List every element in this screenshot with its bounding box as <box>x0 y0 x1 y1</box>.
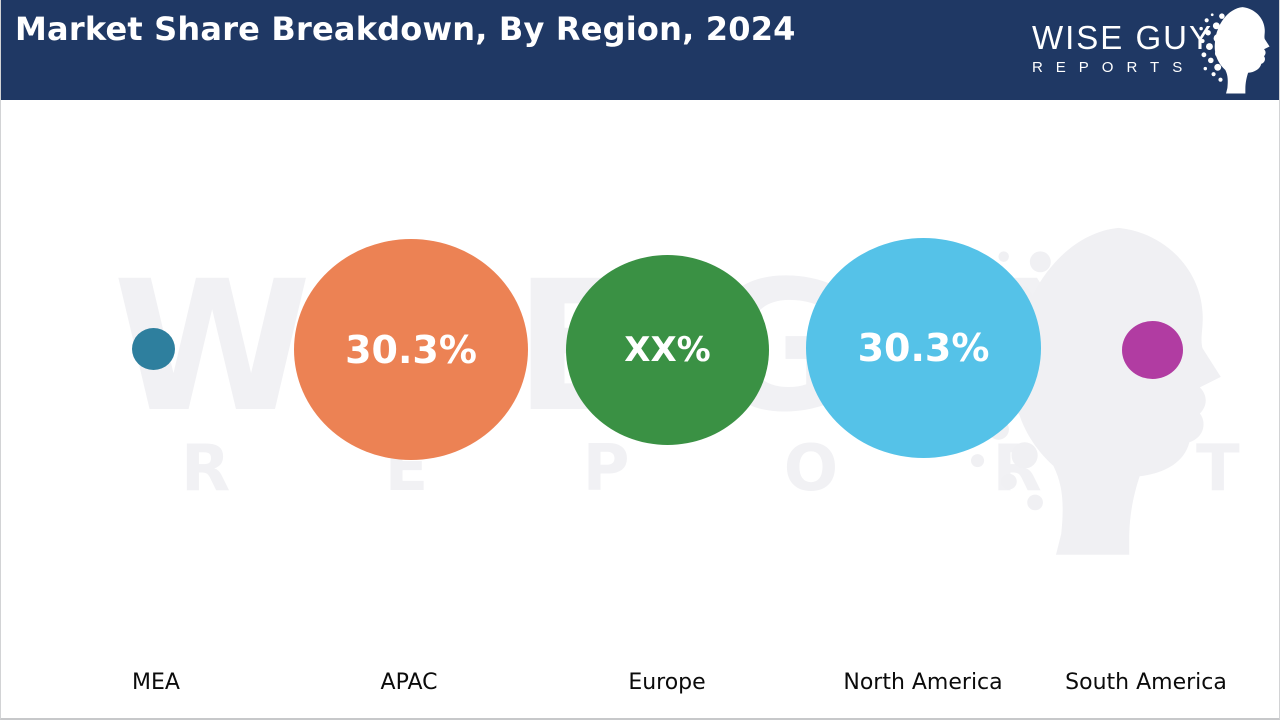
header: Market Share Breakdown, By Region, 2024 … <box>1 0 1279 100</box>
bubble-chart: WISE GUY R E P O R T S 30.3% XX% 30.3% M… <box>1 100 1279 718</box>
bubble-north-america: 30.3% <box>806 238 1041 458</box>
category-label-mea: MEA <box>132 670 180 695</box>
bubble-south-america <box>1122 321 1183 379</box>
bubble-europe: XX% <box>566 255 769 445</box>
logo-text: WISE GUY REPORTS <box>1032 19 1213 77</box>
page-title: Market Share Breakdown, By Region, 2024 <box>15 10 796 48</box>
bubble-value-label: 30.3% <box>857 326 990 370</box>
bubble-apac: 30.3% <box>294 239 528 460</box>
category-label-apac: APAC <box>380 670 438 695</box>
bubble-value-label: 30.3% <box>345 327 477 372</box>
category-label-south-america: South America <box>1065 670 1227 695</box>
logo-subtext: REPORTS <box>1031 59 1196 76</box>
logo-wordmark: WISE GUY <box>1031 19 1213 56</box>
category-label-north-america: North America <box>843 670 1003 695</box>
dotted-face-icon <box>1199 7 1270 94</box>
wise-guy-logo: WISE GUY REPORTS <box>1032 2 1273 98</box>
category-label-europe: Europe <box>628 670 706 695</box>
bubble-mea <box>132 328 175 370</box>
bubble-value-label: XX% <box>624 330 711 370</box>
